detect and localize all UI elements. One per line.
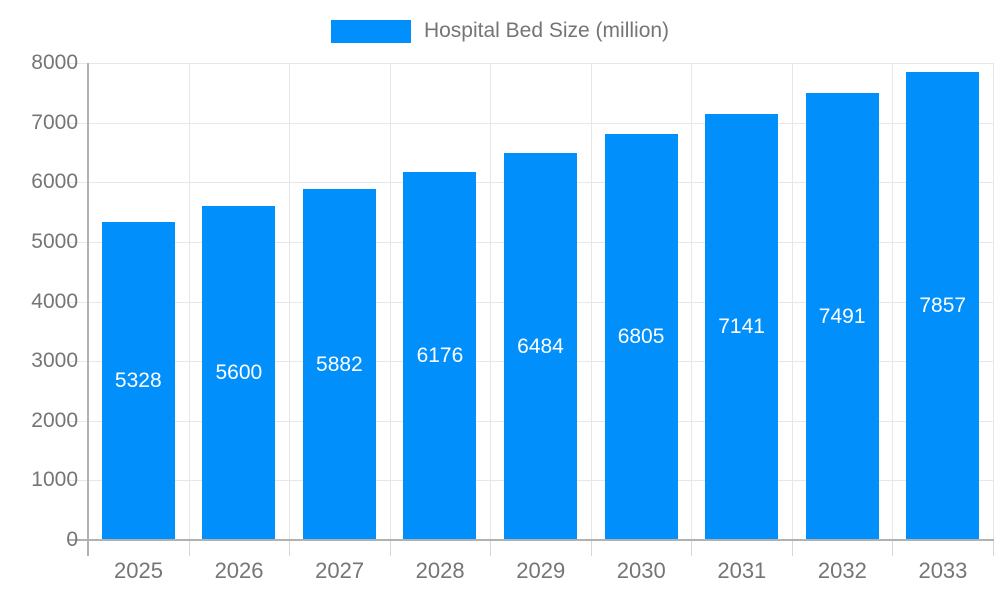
x-gridline: [289, 63, 291, 540]
bar-value-label: 5600: [215, 361, 263, 385]
x-tick-label: 2031: [717, 558, 767, 583]
bar[interactable]: 7491: [805, 93, 879, 540]
y-tick-label: 3000: [31, 349, 78, 373]
x-tick-label: 2032: [817, 558, 867, 583]
bar[interactable]: 5328: [101, 222, 175, 540]
y-tick-label: 6000: [31, 170, 78, 194]
x-gridline: [691, 63, 693, 540]
bar-value-label: 5882: [316, 352, 363, 376]
bar[interactable]: 5882: [302, 189, 376, 540]
x-tick-label: 2030: [616, 558, 666, 583]
x-tick-mark: [993, 541, 994, 556]
x-gridline: [892, 63, 894, 540]
x-tick-label: 2028: [415, 558, 465, 583]
y-tick-label: 2000: [31, 408, 78, 432]
bar-value-label: 6176: [416, 343, 464, 367]
y-gridline: [67, 122, 993, 124]
x-gridline: [590, 63, 592, 540]
bar[interactable]: 6484: [504, 153, 577, 540]
legend-item[interactable]: Hospital Bed Size (million): [0, 19, 1000, 43]
plot-area: 5328 5600 5882 6176 6484 6805 7141 7491 7857: [67, 63, 994, 540]
y-axis-line: [87, 63, 89, 556]
x-gridline: [791, 63, 793, 540]
bar-value-label: 6805: [617, 325, 665, 349]
x-tick-label: 2029: [516, 558, 566, 583]
bar[interactable]: 6805: [604, 134, 678, 540]
y-gridline: [67, 63, 993, 64]
x-tick-mark: [490, 541, 492, 556]
x-tick-label: 2027: [315, 558, 365, 583]
y-tick-label: 1000: [31, 468, 78, 492]
legend-label: Hospital Bed Size (million): [423, 19, 670, 42]
x-tick-label: 2026: [214, 558, 264, 583]
y-tick-label: 4000: [31, 289, 78, 313]
y-tick-label: 0: [66, 528, 78, 551]
x-tick-label: 2033: [918, 558, 968, 583]
legend-swatch-icon: [330, 19, 411, 43]
x-tick-mark: [892, 541, 894, 556]
x-tick-mark: [289, 541, 291, 556]
bar-value-label: 7141: [718, 315, 765, 339]
bar[interactable]: 5600: [202, 206, 276, 540]
x-tick-mark: [389, 541, 391, 556]
x-gridline: [188, 63, 190, 540]
y-tick-label: 7000: [31, 110, 78, 134]
bar[interactable]: 7141: [705, 114, 779, 540]
bar-value-label: 6484: [517, 334, 564, 358]
bar-value-label: 5328: [114, 369, 162, 393]
bar[interactable]: 6176: [403, 171, 477, 540]
x-axis-line: [67, 539, 994, 541]
x-tick-label: 2025: [114, 558, 163, 583]
x-tick-mark: [791, 541, 793, 556]
x-gridline: [993, 63, 994, 540]
bar-value-label: 7491: [818, 304, 866, 328]
x-tick-mark: [691, 541, 693, 556]
x-gridline: [389, 63, 391, 540]
bar[interactable]: 7857: [906, 71, 980, 540]
y-tick-label: 8000: [31, 51, 78, 74]
y-tick-label: 5000: [31, 229, 78, 253]
bar-value-label: 7857: [919, 293, 967, 317]
x-tick-mark: [188, 541, 190, 556]
x-gridline: [490, 63, 492, 540]
x-tick-mark: [590, 541, 592, 556]
